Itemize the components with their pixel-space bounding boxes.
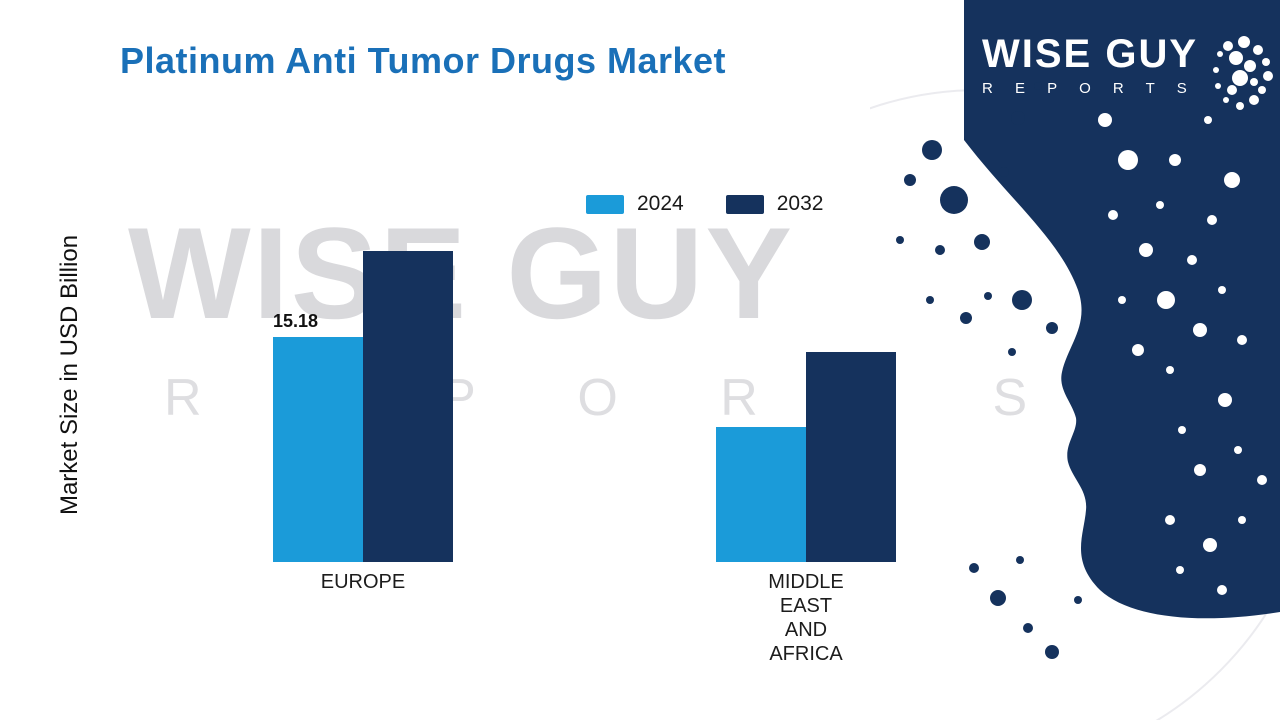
legend-label-2032: 2032	[776, 192, 824, 215]
legend-item-2032: 2032	[725, 192, 824, 216]
logo-text: WISE GUY R E P O R T S	[982, 34, 1198, 97]
brand-logo: WISE GUY R E P O R T S	[982, 34, 1274, 118]
category-label-europe: EUROPE	[320, 571, 406, 593]
logo-wordmark: WISE GUY	[982, 32, 1199, 76]
legend-item-2024: 2024	[586, 192, 684, 216]
dot-cluster-navy	[896, 82, 1082, 659]
bar-2024-middle-east-and-africa	[716, 427, 806, 562]
logo-face-icon	[1213, 36, 1274, 110]
watermark-line1: WISE GUY	[128, 200, 795, 346]
y-axis-label: Market Size in USD Billion	[56, 234, 83, 516]
chart-title: Platinum Anti Tumor Drugs Market	[120, 40, 727, 81]
dot-cluster-white	[1098, 113, 1267, 595]
legend-swatch-2032	[725, 194, 764, 214]
logo-subtitle: R E P O R T S	[982, 80, 1196, 97]
legend-swatch-2024	[586, 194, 624, 214]
decorative-art	[870, 0, 1280, 720]
legend: 2024 2032	[586, 192, 823, 216]
legend-label-2024: 2024	[637, 192, 684, 215]
navy-panel-face-silhouette	[964, 0, 1280, 619]
